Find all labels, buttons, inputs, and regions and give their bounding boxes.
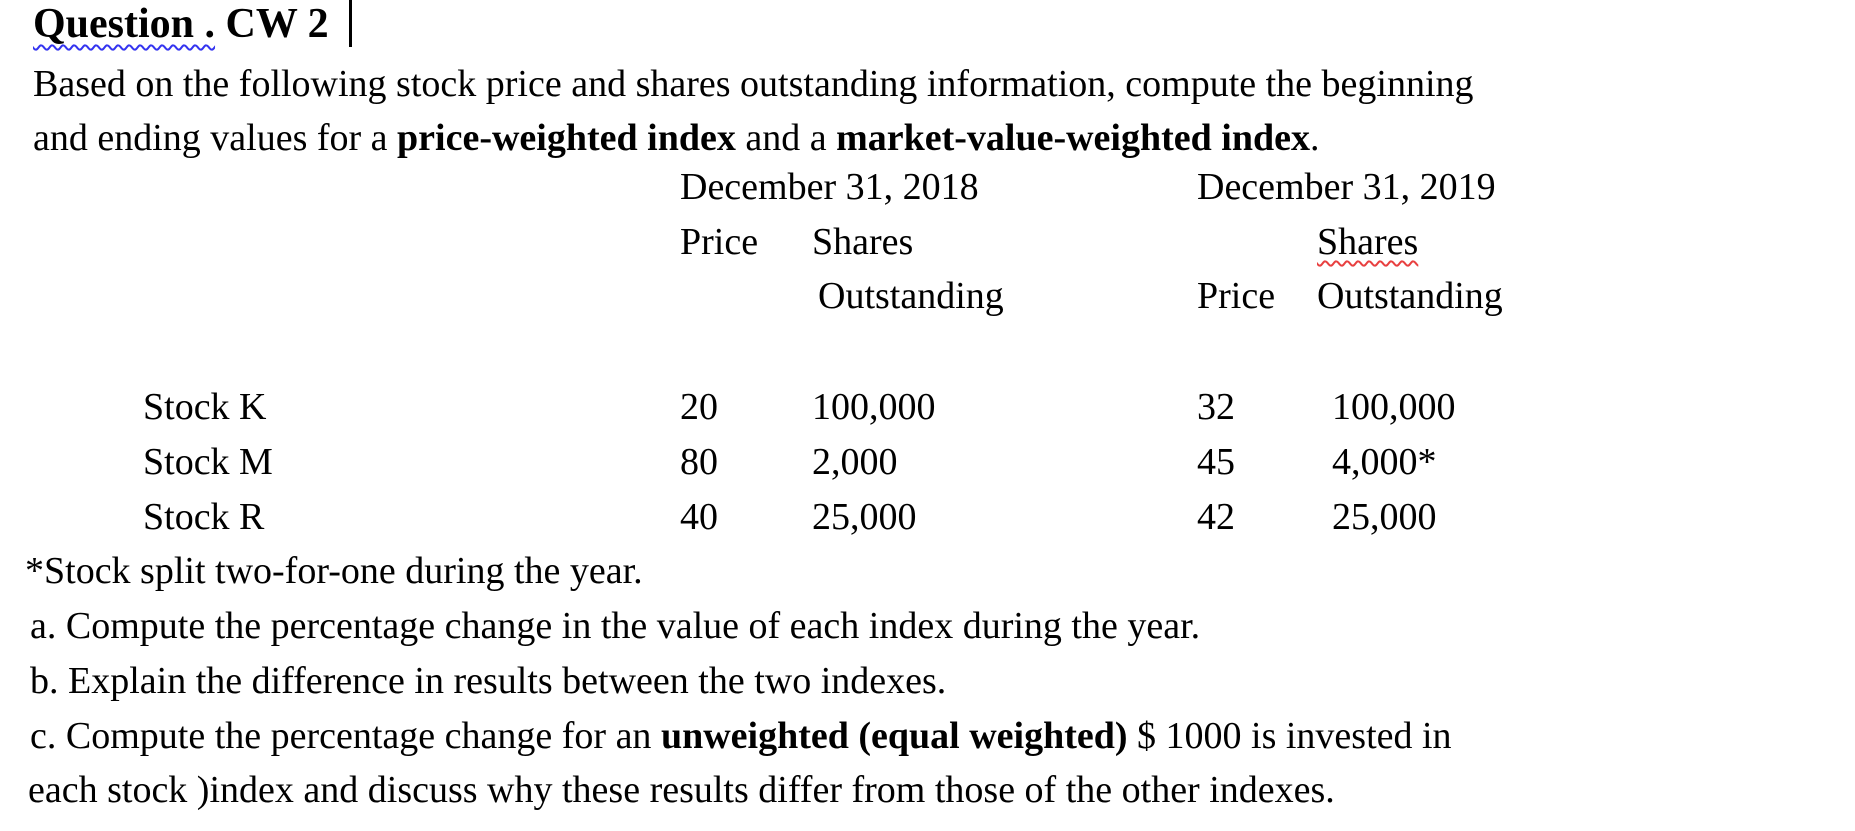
market-value-weighted-index-term: market-value-weighted index	[836, 117, 1310, 159]
question-a: a. Compute the percentage change in the …	[30, 605, 1201, 647]
cell-price-2019: 42	[1197, 496, 1235, 538]
cell-stock-label: Stock M	[143, 441, 273, 483]
text-cursor	[349, 0, 352, 47]
group-header-2018: December 31, 2018	[680, 166, 979, 208]
cell-price-2018: 80	[680, 441, 718, 483]
header-outstanding-2019: Outstanding	[1317, 275, 1503, 317]
question-title: Question . CW 2	[33, 1, 329, 47]
table-header-row-1: Price Shares Shares	[0, 218, 1855, 270]
table-row-stock-r: Stock R 40 25,000 42 25,000	[0, 493, 1855, 545]
unweighted-term: unweighted (equal weighted)	[660, 715, 1128, 757]
question-c: c. Compute the percentage change for an …	[30, 712, 1452, 760]
question-c-post: $ 1000 is invested in	[1127, 715, 1452, 757]
intro-line-2: and ending values for a price-weighted i…	[33, 114, 1319, 162]
table-header-row-2: Outstanding Price Outstanding	[0, 272, 1855, 324]
question-title-rest: CW 2	[215, 1, 329, 47]
grammar-flagged-text: Question .	[33, 1, 216, 47]
price-weighted-index-term: price-weighted index	[397, 117, 736, 159]
footnote-stock-split: *Stock split two-for-one during the year…	[25, 550, 643, 592]
header-price-2019: Price	[1197, 275, 1276, 317]
intro-line-2-mid: and a	[735, 117, 837, 159]
cell-stock-label: Stock K	[143, 386, 267, 428]
table-row-stock-m: Stock M 80 2,000 45 4,000*	[0, 438, 1855, 490]
cell-shares-2018: 25,000	[812, 496, 917, 538]
question-b: b. Explain the difference in results bet…	[30, 660, 947, 702]
cell-price-2018: 40	[680, 496, 718, 538]
cell-shares-2019: 4,000*	[1332, 441, 1437, 483]
header-price-2018: Price	[680, 221, 759, 263]
table-row-stock-k: Stock K 20 100,000 32 100,000	[0, 383, 1855, 435]
header-outstanding-2018: Outstanding	[818, 275, 1004, 317]
cell-stock-label: Stock R	[143, 496, 265, 538]
group-header-2019: December 31, 2019	[1197, 166, 1496, 208]
cell-shares-2018: 100,000	[812, 386, 936, 428]
intro-line-2-post: .	[1309, 117, 1320, 159]
cell-price-2018: 20	[680, 386, 718, 428]
question-c-pre: c. Compute the percentage change for an	[30, 715, 661, 757]
cell-shares-2019: 25,000	[1332, 496, 1437, 538]
header-shares-2019: Shares	[1317, 221, 1419, 263]
cell-shares-2018: 2,000	[812, 441, 898, 483]
cell-shares-2019: 100,000	[1332, 386, 1456, 428]
intro-line-2-pre: and ending values for a	[33, 117, 398, 159]
cell-price-2019: 32	[1197, 386, 1235, 428]
cell-price-2019: 45	[1197, 441, 1235, 483]
table-group-header-row: December 31, 2018 December 31, 2019	[0, 163, 1855, 215]
intro-line-1: Based on the following stock price and s…	[33, 63, 1474, 105]
header-shares-2018: Shares	[812, 221, 914, 263]
question-c-line-2: each stock )index and discuss why these …	[28, 769, 1335, 811]
